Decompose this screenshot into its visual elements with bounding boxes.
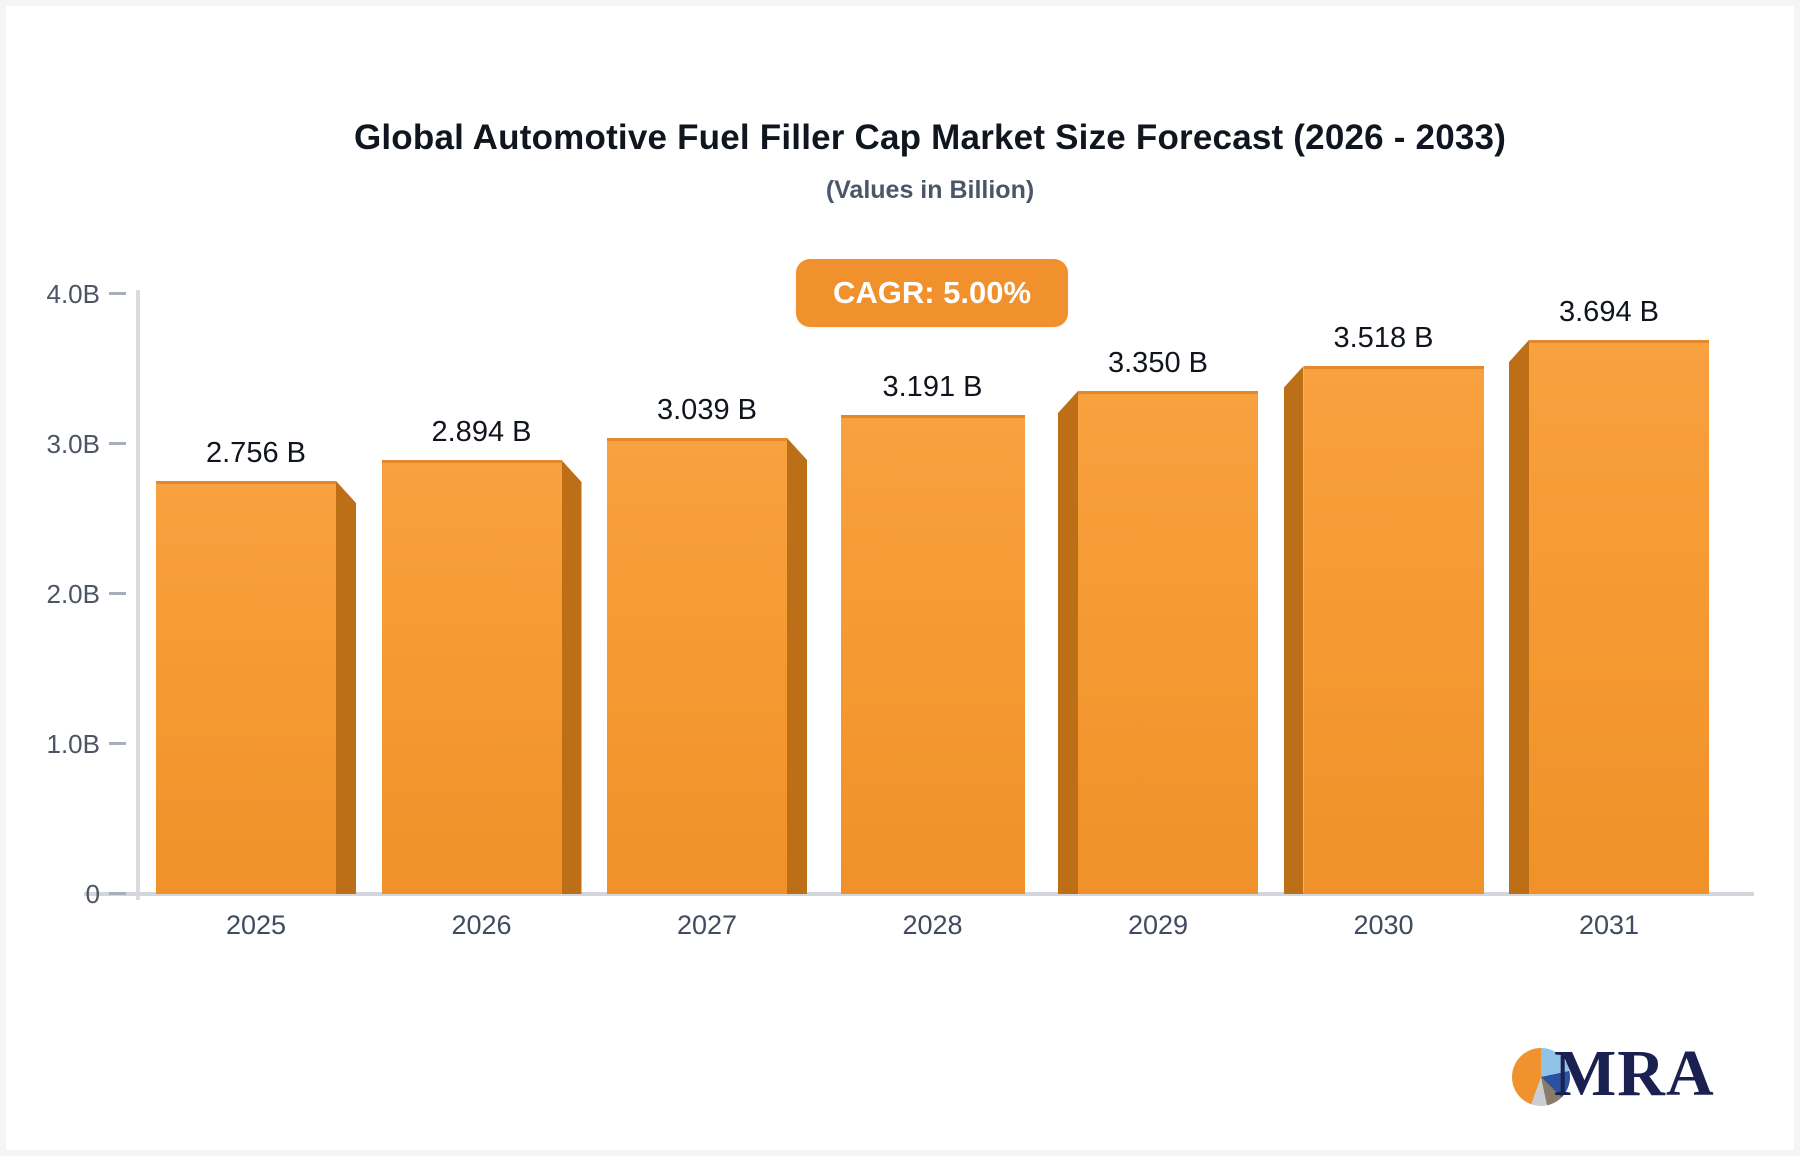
bar-value-label: 2.894 B xyxy=(431,416,532,448)
logo-pie-icon xyxy=(1512,1048,1570,1106)
bar-side-face xyxy=(787,438,807,894)
bar-2028[interactable] xyxy=(840,415,1025,894)
bar-value-label: 3.518 B xyxy=(1333,322,1434,354)
y-tick-label: 2.0B xyxy=(46,579,101,609)
y-tick-dash xyxy=(109,442,126,445)
bar-side-face xyxy=(1058,391,1078,894)
bar-value-label: 3.191 B xyxy=(882,371,983,403)
bar-side-face xyxy=(1283,366,1304,894)
bar-side-face xyxy=(336,481,356,894)
logo-text: MRA xyxy=(1554,1037,1715,1110)
y-tick-label: 0 xyxy=(85,879,100,909)
x-tick-label: 2027 xyxy=(676,910,738,940)
y-tick-dash xyxy=(109,892,126,895)
y-tick-dash xyxy=(109,292,126,295)
x-tick-label: 2025 xyxy=(225,910,287,940)
bar-value-label: 2.756 B xyxy=(206,437,306,469)
chart-area: 0 1.0B 2.0B 3.0B 4.0B 2.756 B 2025 2.894 B 2026 3… xyxy=(6,6,1800,1162)
mra-logo: MRA xyxy=(1512,1036,1752,1118)
x-tick-label: 2026 xyxy=(451,910,512,940)
y-tick-dash xyxy=(109,742,126,745)
bar-2027[interactable] xyxy=(607,438,787,894)
bar-2029[interactable] xyxy=(1078,391,1258,894)
x-tick-label: 2030 xyxy=(1353,910,1414,940)
chart-subtitle: (Values in Billion) xyxy=(825,176,1035,204)
y-tick-label: 4.0B xyxy=(46,279,101,309)
x-axis-line xyxy=(84,892,1754,896)
x-tick-label: 2029 xyxy=(1127,910,1189,940)
bar-value-label: 3.694 B xyxy=(1559,296,1659,328)
bar-value-label: 3.039 B xyxy=(657,394,757,426)
bar-value-label: 3.350 B xyxy=(1108,347,1208,379)
bar-2025[interactable] xyxy=(156,481,336,894)
y-axis-line xyxy=(136,290,140,900)
bar-side-face xyxy=(1509,340,1529,894)
y-tick-label: 1.0B xyxy=(46,729,101,759)
bar-side-face xyxy=(561,460,582,894)
chart-header: Global Automotive Fuel Filler Cap Market… xyxy=(6,6,1800,205)
bar-2030[interactable] xyxy=(1303,366,1484,894)
bar-2031[interactable] xyxy=(1529,340,1709,894)
cagr-badge: CAGR: 5.00% xyxy=(796,259,1068,327)
bar-2026[interactable] xyxy=(381,460,562,894)
chart-title: Global Automotive Fuel Filler Cap Market… xyxy=(353,118,1507,157)
x-tick-label: 2028 xyxy=(902,910,963,940)
x-tick-label: 2031 xyxy=(1578,910,1640,940)
y-tick-label: 3.0B xyxy=(46,429,101,459)
y-tick-dash xyxy=(109,592,126,595)
